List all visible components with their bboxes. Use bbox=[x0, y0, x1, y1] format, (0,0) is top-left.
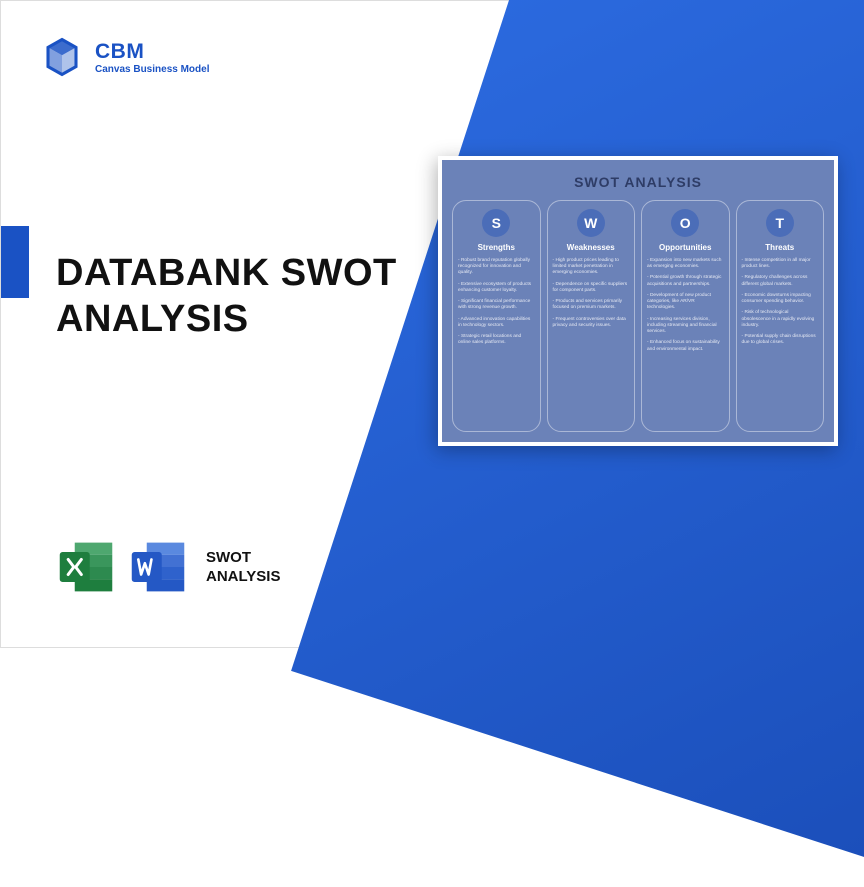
swot-column: S Strengths Robust brand reputation global… bbox=[452, 200, 541, 432]
cbm-logo-icon bbox=[41, 36, 83, 78]
swot-items: Robust brand reputation globally recogni… bbox=[458, 258, 535, 352]
swot-item: Extensive ecosystem of products enhancin… bbox=[458, 282, 535, 294]
swot-item: Strategic retail locations and online sa… bbox=[458, 334, 535, 346]
swot-column: W Weaknesses High product prices leading t… bbox=[547, 200, 636, 432]
swot-item: Frequent controversies over data privacy… bbox=[553, 317, 630, 329]
swot-item: Dependence on specific suppliers for com… bbox=[553, 282, 630, 294]
swot-item: Expansion into new markets such as emerg… bbox=[647, 258, 724, 270]
logo-title: CBM bbox=[95, 40, 209, 64]
swot-item: Advanced innovation capabilities in tech… bbox=[458, 317, 535, 329]
swot-item: Robust brand reputation globally recogni… bbox=[458, 258, 535, 277]
logo-text: CBM Canvas Business Model bbox=[95, 40, 209, 75]
swot-item: High product prices leading to limited m… bbox=[553, 258, 630, 277]
swot-item: Risk of technological obsolescence in a … bbox=[742, 310, 819, 329]
logo-subtitle: Canvas Business Model bbox=[95, 64, 209, 75]
heading-line2: ANALYSIS bbox=[56, 298, 249, 340]
swot-column-heading: Threats bbox=[765, 243, 794, 252]
left-accent-bar bbox=[1, 226, 29, 298]
excel-icon bbox=[56, 537, 116, 597]
swot-item: Products and services primarily focused … bbox=[553, 299, 630, 311]
swot-item: Development of new product categories, l… bbox=[647, 293, 724, 312]
swot-items: Expansion into new markets such as emerg… bbox=[647, 258, 724, 358]
swot-column-heading: Strengths bbox=[478, 243, 515, 252]
swot-label: SWOT ANALYSIS bbox=[206, 548, 280, 587]
word-icon bbox=[128, 537, 188, 597]
swot-item: Enhanced focus on sustainability and env… bbox=[647, 340, 724, 352]
swot-item: Potential supply chain disruptions due t… bbox=[742, 334, 819, 346]
swot-items: Intense competition in all major product… bbox=[742, 258, 819, 352]
swot-column-heading: Weaknesses bbox=[567, 243, 615, 252]
main-heading: DATABANK SWOT ANALYSIS bbox=[56, 251, 397, 342]
swot-letter-circle: W bbox=[577, 209, 605, 237]
swot-item: Regulatory challenges across different g… bbox=[742, 275, 819, 287]
swot-item: Potential growth through strategic acqui… bbox=[647, 275, 724, 287]
swot-item: Significant financial performance with s… bbox=[458, 299, 535, 311]
swot-item: Intense competition in all major product… bbox=[742, 258, 819, 270]
bottom-icons: SWOT ANALYSIS bbox=[56, 537, 280, 597]
swot-column: O Opportunities Expansion into new markets… bbox=[641, 200, 730, 432]
swot-preview-card: SWOT ANALYSIS S Strengths Robust brand rep… bbox=[438, 156, 838, 446]
heading-line1: DATABANK SWOT bbox=[56, 252, 397, 294]
swot-item: Increasing services division, including … bbox=[647, 317, 724, 336]
swot-label-line1: SWOT bbox=[206, 548, 280, 568]
swot-column: T Threats Intense competition in all major… bbox=[736, 200, 825, 432]
swot-card-title: SWOT ANALYSIS bbox=[452, 174, 824, 190]
swot-column-heading: Opportunities bbox=[659, 243, 711, 252]
swot-letter-circle: T bbox=[766, 209, 794, 237]
swot-items: High product prices leading to limited m… bbox=[553, 258, 630, 334]
swot-letter-circle: O bbox=[671, 209, 699, 237]
swot-letter-circle: S bbox=[482, 209, 510, 237]
logo: CBM Canvas Business Model bbox=[41, 36, 209, 78]
swot-item: Economic downturns impacting consumer sp… bbox=[742, 293, 819, 305]
swot-label-line2: ANALYSIS bbox=[206, 567, 280, 587]
swot-columns: S Strengths Robust brand reputation global… bbox=[452, 200, 824, 432]
